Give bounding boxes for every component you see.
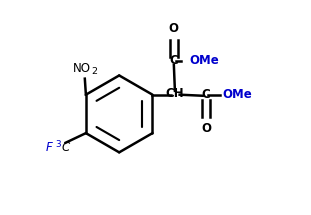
Text: C: C: [61, 141, 69, 154]
Text: 3: 3: [56, 140, 61, 149]
Text: O: O: [201, 123, 211, 135]
Text: OMe: OMe: [190, 54, 220, 67]
Text: CH: CH: [165, 87, 184, 100]
Text: C: C: [202, 88, 210, 101]
Text: 2: 2: [91, 67, 97, 76]
Text: O: O: [169, 22, 179, 35]
Text: C: C: [169, 54, 178, 67]
Text: NO: NO: [72, 63, 91, 75]
Text: OMe: OMe: [222, 88, 252, 101]
Text: F: F: [46, 141, 53, 154]
